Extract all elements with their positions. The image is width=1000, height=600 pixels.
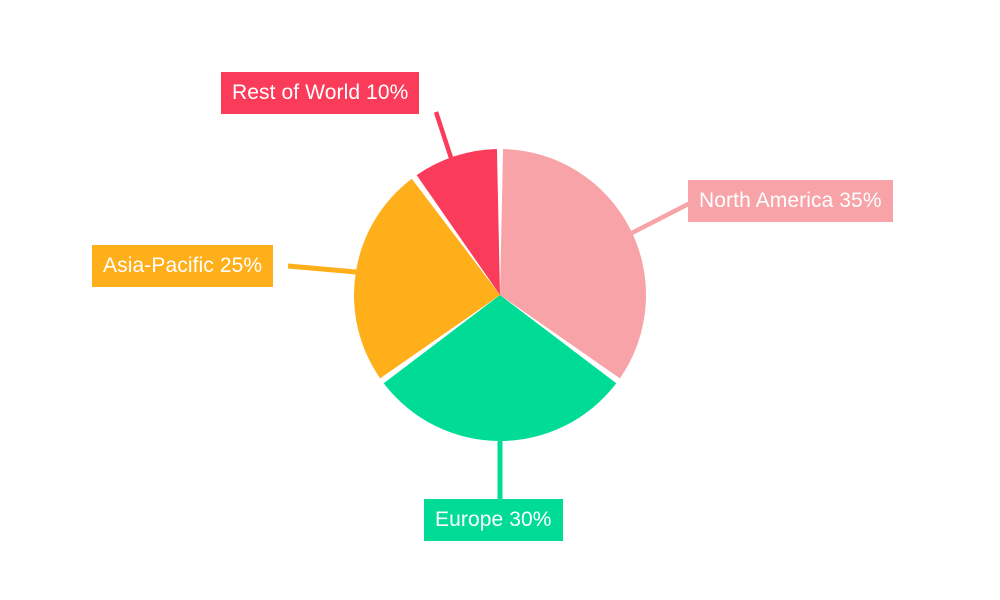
leader-line-north-america (624, 195, 702, 239)
pie-slice-rest-of-world[interactable] (416, 149, 500, 295)
slice-label-europe[interactable]: Europe 30% (424, 499, 563, 541)
slice-label-rest-of-world[interactable]: Rest of World 10% (221, 72, 420, 114)
pie-slice-asia-pacific[interactable] (354, 178, 500, 379)
pie-slice-north-america[interactable] (500, 149, 647, 379)
leader-line-asia-pacific (287, 263, 357, 275)
slice-label-north-america[interactable]: North America 35% (688, 180, 893, 222)
pie-slice-europe[interactable] (383, 295, 617, 441)
pie-slices (354, 149, 647, 441)
slice-label-asia-pacific[interactable]: Asia-Pacific 25% (92, 245, 274, 287)
